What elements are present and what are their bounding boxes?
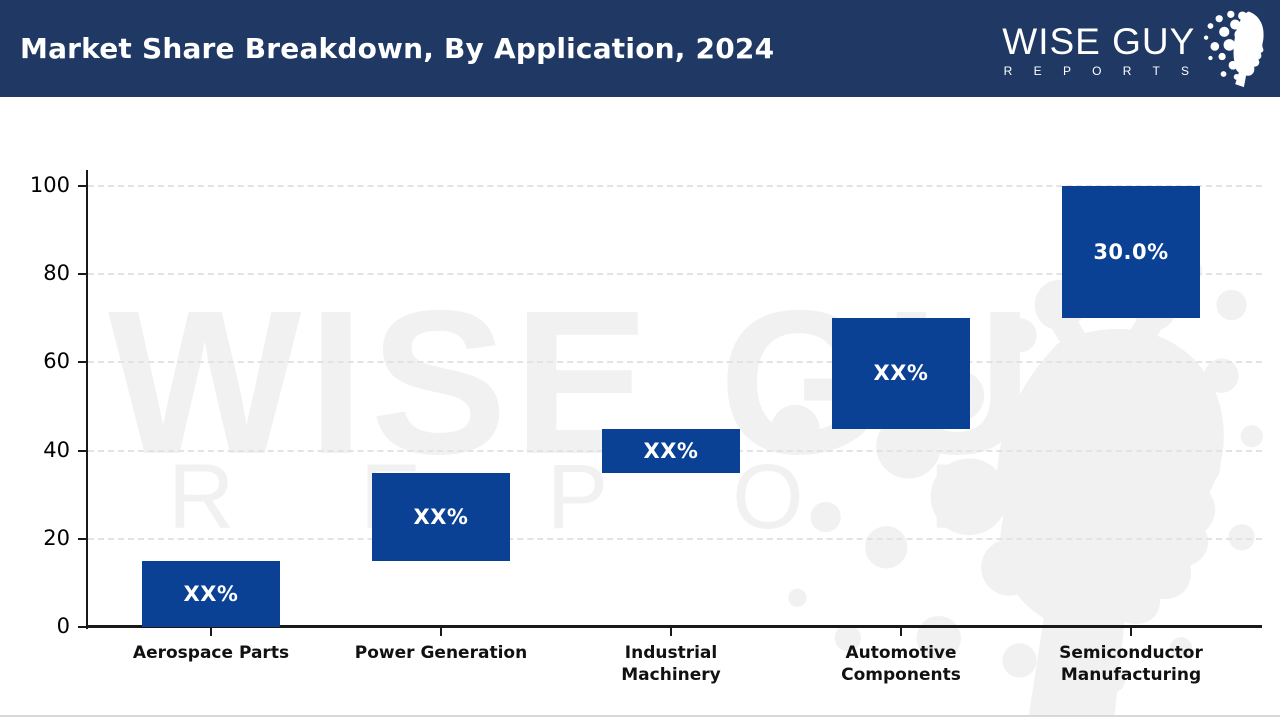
x-category-label: Aerospace Parts bbox=[132, 643, 290, 663]
plot-area: 0 20 40 60 80 100 XX% Aerospace Parts XX% Power G… bbox=[30, 170, 1262, 685]
x-tick bbox=[670, 628, 672, 636]
brand-logo: WISE GUY R E P O R T S bbox=[1000, 8, 1266, 92]
x-category-label: Automotive Components bbox=[841, 643, 961, 686]
x-category-label: Semiconductor Manufacturing bbox=[1059, 643, 1203, 686]
bar: XX% bbox=[602, 428, 740, 473]
x-category-label: Industrial Machinery bbox=[621, 643, 721, 686]
y-axis-line bbox=[86, 170, 88, 629]
y-tick-0 bbox=[78, 626, 86, 628]
gridline-20 bbox=[88, 537, 1262, 540]
bar: XX% bbox=[142, 560, 280, 627]
watermark-face-icon bbox=[771, 259, 1263, 717]
bar-value-label: XX% bbox=[873, 361, 929, 386]
y-tick-label-80: 80 bbox=[43, 261, 70, 286]
y-tick-100 bbox=[78, 185, 86, 187]
gridline-80 bbox=[88, 273, 1262, 276]
y-tick-label-40: 40 bbox=[43, 437, 70, 462]
bar-value-label: XX% bbox=[413, 504, 469, 529]
chart-area: WISE GUY R E P O R T S 020406080100XX%Ae… bbox=[0, 97, 1280, 720]
y-tick-label-20: 20 bbox=[43, 525, 70, 550]
bottom-divider bbox=[0, 715, 1280, 717]
y-tick-80 bbox=[78, 273, 86, 276]
logo-face-icon bbox=[1203, 10, 1264, 88]
x-tick bbox=[1130, 628, 1132, 636]
logo-wordmark-line2: R E P O R T S bbox=[1003, 63, 1198, 78]
x-tick bbox=[440, 628, 442, 636]
y-tick-label-0: 0 bbox=[56, 614, 70, 638]
bar-value-label: 30.0% bbox=[1093, 240, 1169, 265]
x-category-label: Power Generation bbox=[354, 643, 528, 663]
bar: 30.0% bbox=[1062, 186, 1200, 319]
logo-wordmark: WISE GUY R E P O R T S bbox=[1000, 23, 1198, 78]
gridline-100 bbox=[88, 185, 1262, 187]
x-tick bbox=[900, 628, 902, 636]
bar-value-label: XX% bbox=[643, 438, 699, 463]
y-tick-label-100: 100 bbox=[29, 173, 70, 197]
y-tick-40 bbox=[78, 449, 86, 452]
logo-wordmark-line1: WISE GUY bbox=[1002, 20, 1196, 62]
bar: XX% bbox=[832, 318, 970, 429]
x-axis-line bbox=[86, 625, 1262, 628]
gridline-60 bbox=[88, 361, 1262, 364]
y-tick-20 bbox=[78, 537, 86, 540]
bar-value-label: XX% bbox=[183, 581, 239, 606]
bar: XX% bbox=[372, 472, 510, 561]
header-bar: Market Share Breakdown, By Application, … bbox=[0, 0, 1280, 97]
x-tick bbox=[210, 628, 212, 636]
y-tick-60 bbox=[78, 361, 86, 364]
chart-title: Market Share Breakdown, By Application, … bbox=[20, 32, 775, 65]
y-tick-label-60: 60 bbox=[43, 349, 70, 374]
